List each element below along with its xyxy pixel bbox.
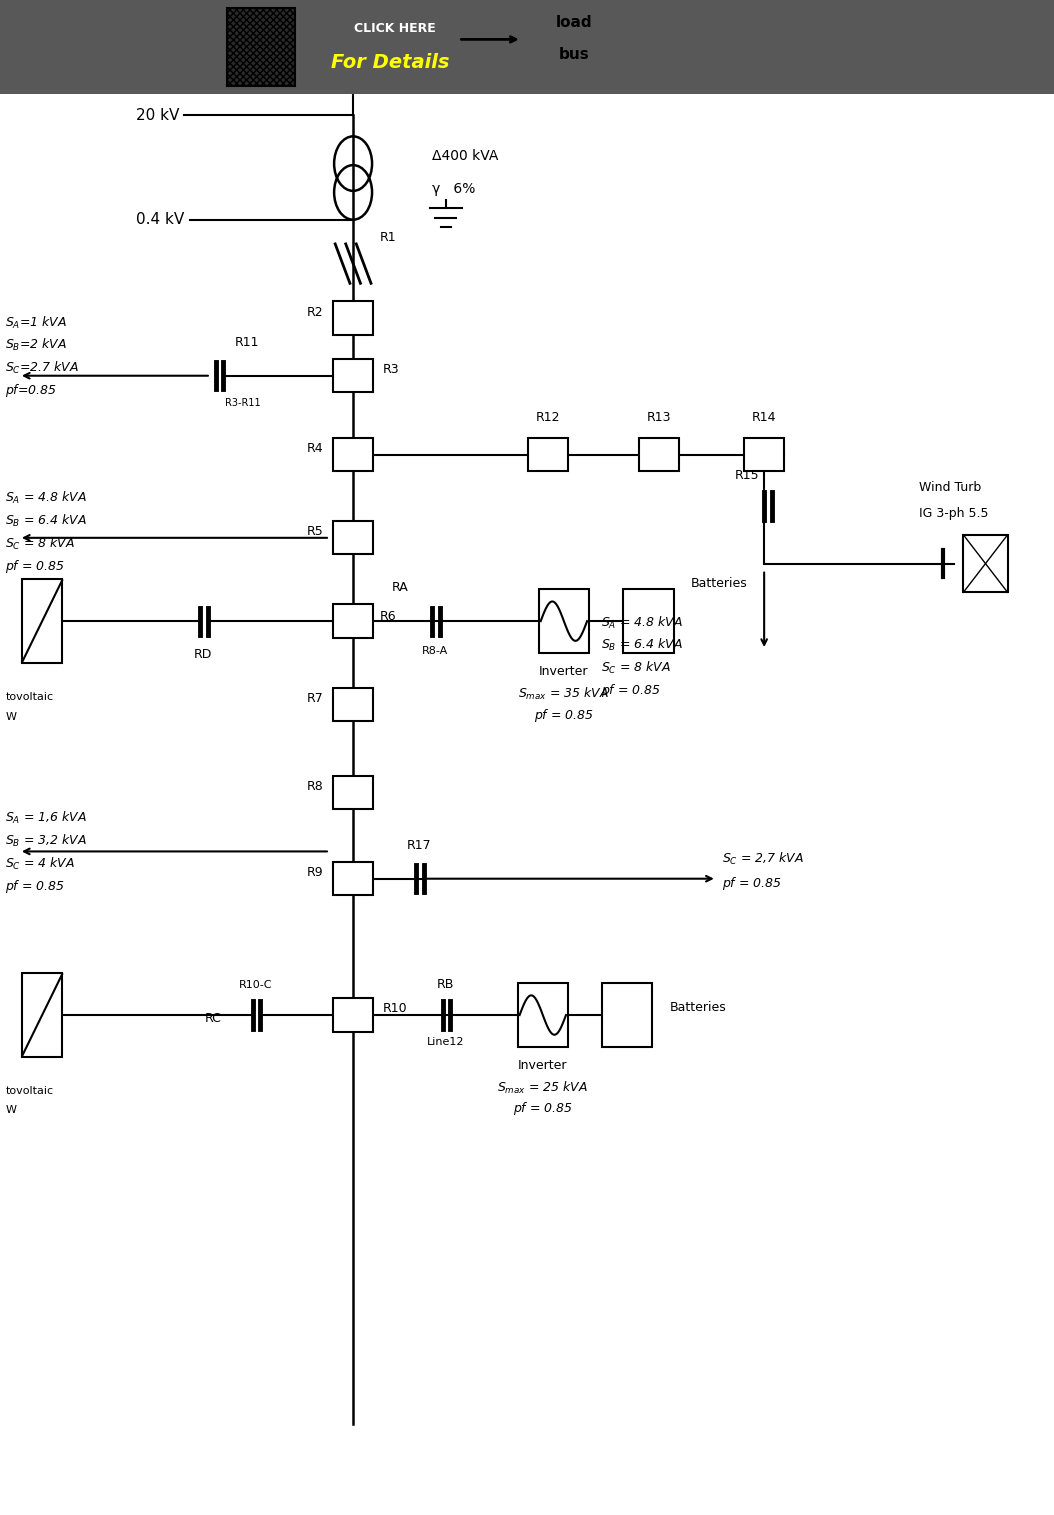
Text: $pf$ = 0.85: $pf$ = 0.85 <box>722 874 782 892</box>
Bar <box>963 535 1008 592</box>
Bar <box>333 604 373 638</box>
Text: $pf$ = 0.85: $pf$ = 0.85 <box>513 1100 572 1118</box>
Bar <box>333 998 373 1032</box>
Text: RB: RB <box>437 979 454 991</box>
Text: R15: R15 <box>735 470 759 482</box>
Text: Δ400 kVA: Δ400 kVA <box>432 148 499 164</box>
Bar <box>518 983 568 1047</box>
Text: $S_B$ = 6.4 kVA: $S_B$ = 6.4 kVA <box>5 514 87 529</box>
Bar <box>539 589 589 653</box>
Text: Batteries: Batteries <box>690 577 747 589</box>
Text: Batteries: Batteries <box>669 1001 726 1014</box>
Text: $S_B$ = 6.4 kVA: $S_B$ = 6.4 kVA <box>601 638 683 653</box>
Text: $pf$ = 0.85: $pf$ = 0.85 <box>601 682 661 700</box>
Bar <box>639 438 679 471</box>
Text: RC: RC <box>204 1012 221 1024</box>
Text: R3: R3 <box>383 364 399 376</box>
Text: RA: RA <box>392 582 409 594</box>
Text: $pf$ = 0.85: $pf$ = 0.85 <box>534 706 593 724</box>
Bar <box>0 0 1054 94</box>
Text: $pf$=0.85: $pf$=0.85 <box>5 382 57 400</box>
Text: R5: R5 <box>307 526 324 538</box>
Text: RD: RD <box>194 648 213 661</box>
Text: R17: R17 <box>407 839 432 851</box>
Text: bus: bus <box>559 47 590 62</box>
Bar <box>744 438 784 471</box>
Bar <box>333 521 373 554</box>
Bar <box>333 301 373 335</box>
Text: 20 kV: 20 kV <box>136 108 179 123</box>
Text: R11: R11 <box>235 336 259 348</box>
Bar <box>333 688 373 721</box>
Text: $pf$ = 0.85: $pf$ = 0.85 <box>5 558 65 576</box>
Text: $S_A$ = 4.8 kVA: $S_A$ = 4.8 kVA <box>601 615 683 630</box>
Text: R4: R4 <box>307 442 324 454</box>
Bar <box>528 438 568 471</box>
Bar <box>333 438 373 471</box>
Text: R3-R11: R3-R11 <box>225 398 260 408</box>
Text: R2: R2 <box>307 306 324 318</box>
Text: Inverter: Inverter <box>519 1059 567 1071</box>
Text: $S_C$ = 2,7 kVA: $S_C$ = 2,7 kVA <box>722 851 804 867</box>
Bar <box>333 359 373 392</box>
Text: R1: R1 <box>379 232 396 244</box>
Text: CLICK HERE: CLICK HERE <box>354 23 436 35</box>
Text: γ   6%: γ 6% <box>432 182 475 197</box>
Text: W: W <box>5 712 16 721</box>
Text: tovoltaic: tovoltaic <box>5 692 54 701</box>
Text: $S_C$ = 4 kVA: $S_C$ = 4 kVA <box>5 856 76 871</box>
Text: $S_A$=1 kVA: $S_A$=1 kVA <box>5 315 67 330</box>
Text: R10-C: R10-C <box>239 980 273 989</box>
Text: For Details: For Details <box>331 53 449 71</box>
Text: Wind Turb: Wind Turb <box>919 482 981 494</box>
Text: R13: R13 <box>646 411 671 424</box>
Text: Line12: Line12 <box>427 1038 465 1047</box>
Text: 0.4 kV: 0.4 kV <box>136 212 184 227</box>
Bar <box>22 974 62 1057</box>
Text: $S_C$ = 8 kVA: $S_C$ = 8 kVA <box>601 661 671 676</box>
Bar <box>227 8 295 86</box>
Bar <box>333 862 373 895</box>
Text: R10: R10 <box>383 1003 407 1015</box>
Text: IG 3-ph 5.5: IG 3-ph 5.5 <box>919 508 989 520</box>
Text: $S_B$ = 3,2 kVA: $S_B$ = 3,2 kVA <box>5 833 87 848</box>
Text: $S_C$ = 8 kVA: $S_C$ = 8 kVA <box>5 536 76 551</box>
Text: $S_{max}$ = 35 kVA: $S_{max}$ = 35 kVA <box>519 686 609 701</box>
Text: R8-A: R8-A <box>423 647 448 656</box>
Text: R9: R9 <box>307 867 324 879</box>
Text: R7: R7 <box>307 692 324 704</box>
Text: R12: R12 <box>535 411 561 424</box>
Text: $S_{max}$ = 25 kVA: $S_{max}$ = 25 kVA <box>497 1080 588 1095</box>
Text: R6: R6 <box>379 611 396 623</box>
Bar <box>623 589 674 653</box>
Bar <box>333 776 373 809</box>
Text: $S_A$ = 1,6 kVA: $S_A$ = 1,6 kVA <box>5 811 87 826</box>
Text: load: load <box>557 15 592 30</box>
Text: Inverter: Inverter <box>540 665 588 677</box>
Text: R14: R14 <box>752 411 777 424</box>
Text: $S_A$ = 4.8 kVA: $S_A$ = 4.8 kVA <box>5 491 87 506</box>
Text: W: W <box>5 1106 16 1115</box>
Text: tovoltaic: tovoltaic <box>5 1086 54 1095</box>
Text: $S_C$=2.7 kVA: $S_C$=2.7 kVA <box>5 361 79 376</box>
Text: R8: R8 <box>307 780 324 792</box>
Bar <box>602 983 652 1047</box>
Text: $S_B$=2 kVA: $S_B$=2 kVA <box>5 338 67 353</box>
Bar <box>22 580 62 664</box>
Text: $pf$ = 0.85: $pf$ = 0.85 <box>5 877 65 895</box>
